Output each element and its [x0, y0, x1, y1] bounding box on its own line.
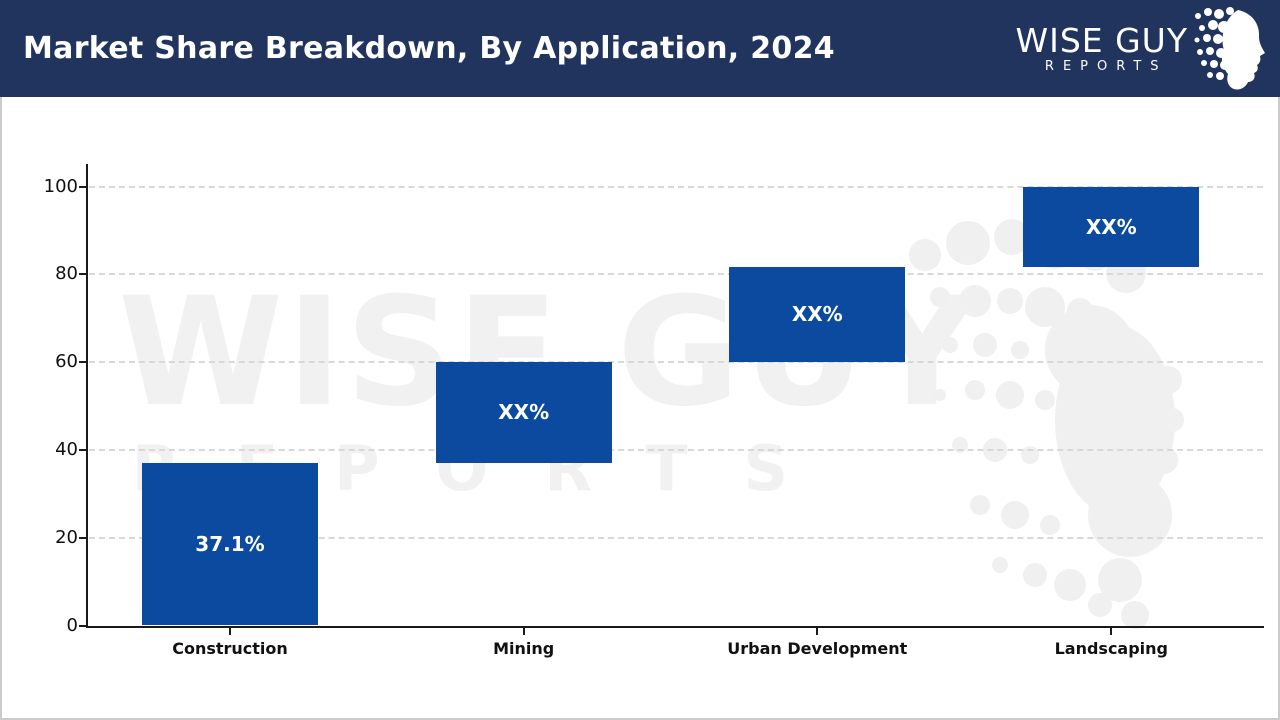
x-category-label: Construction — [172, 639, 288, 658]
bar-construction: 37.1% — [142, 462, 318, 626]
watermark-face-icon — [909, 219, 1184, 629]
y-tick-mark-80 — [79, 273, 87, 276]
y-tick-label-40: 40 — [55, 438, 78, 460]
bar-urban-development: XX% — [729, 266, 906, 363]
x-category-label: Landscaping — [1054, 639, 1168, 658]
bar-landscaping: XX% — [1023, 186, 1200, 267]
bar-value-label: XX% — [1085, 214, 1137, 239]
gridline-60 — [89, 361, 1263, 364]
bar-value-label: XX% — [498, 400, 550, 425]
x-tick-mark-3 — [1110, 627, 1113, 635]
logo-subtext: REPORTS — [1044, 59, 1168, 74]
x-tick-mark-1 — [522, 627, 525, 635]
y-tick-mark-20 — [79, 536, 87, 539]
y-tick-label-100: 100 — [43, 175, 78, 197]
x-tick-mark-2 — [816, 627, 819, 635]
x-axis-line — [86, 625, 1264, 628]
logo-wordmark: WISE GUY — [1015, 21, 1188, 60]
x-category-label: Urban Development — [727, 639, 908, 658]
y-tick-mark-40 — [79, 448, 87, 451]
x-tick-mark-0 — [229, 627, 231, 635]
gridline-40 — [89, 448, 1263, 451]
header: Market Share Breakdown, By Application, … — [0, 0, 1280, 97]
y-axis-line — [86, 164, 88, 628]
logo-words: WISE GUY REPORTS — [1015, 24, 1188, 73]
y-tick-label-60: 60 — [55, 351, 78, 373]
y-tick-label-0: 0 — [66, 614, 78, 636]
y-tick-label-20: 20 — [55, 526, 78, 548]
gridline-100 — [89, 185, 1263, 188]
x-category-label: Mining — [493, 639, 555, 658]
bar-mining: XX% — [435, 362, 612, 463]
y-tick-mark-100 — [79, 185, 87, 188]
bar-value-label: 37.1% — [195, 532, 265, 557]
logo-face-icon — [1194, 6, 1265, 90]
gridline-20 — [89, 536, 1263, 539]
y-tick-mark-0 — [79, 624, 87, 627]
gridline-80 — [89, 273, 1263, 276]
y-tick-label-80: 80 — [55, 263, 78, 285]
brand-logo: WISE GUY REPORTS — [1015, 6, 1266, 92]
chart-title: Market Share Breakdown, By Application, … — [23, 31, 835, 66]
y-tick-mark-60 — [79, 361, 87, 364]
bar-value-label: XX% — [791, 302, 843, 327]
